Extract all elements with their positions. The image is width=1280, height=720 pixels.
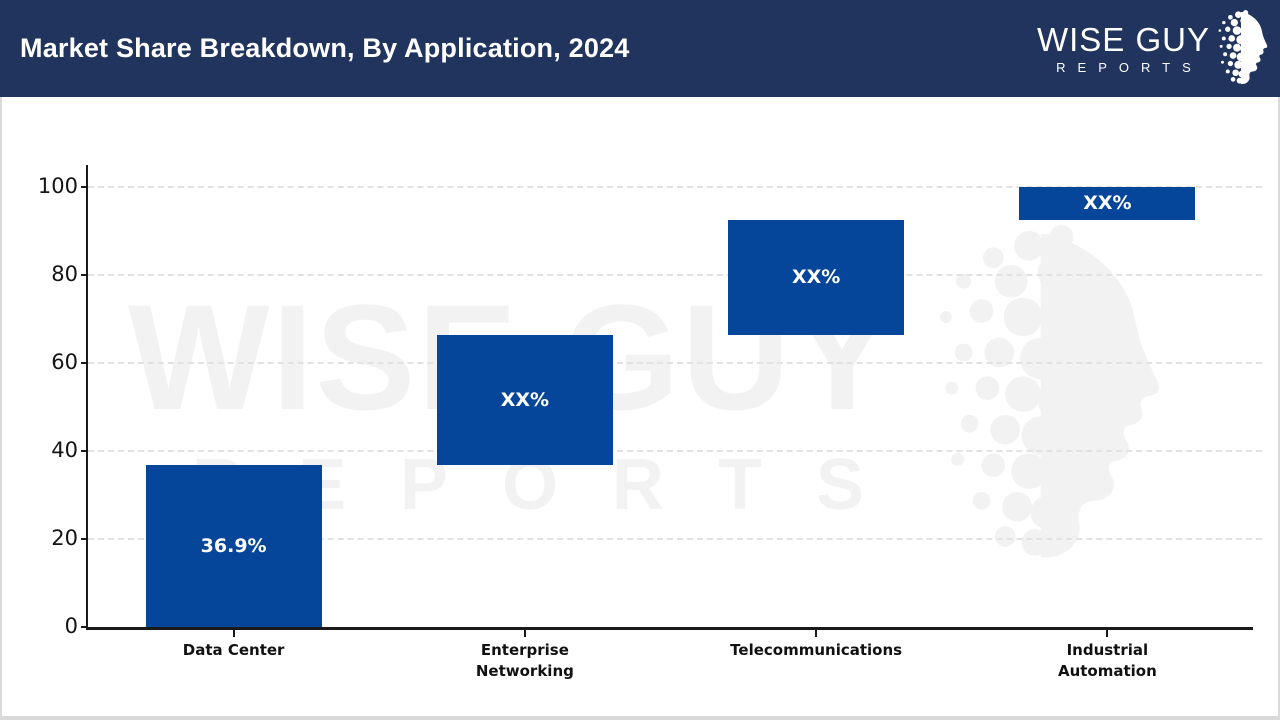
header-band: Market Share Breakdown, By Application, … [0,0,1280,97]
bar-segment [145,464,322,627]
bar-value-label: XX% [1083,192,1132,215]
bar-segment [728,219,905,335]
bar-value-label: 36.9% [200,534,267,557]
x-category-label: Enterprise Networking [475,641,574,680]
x-tick-mark [232,630,235,637]
x-tick-mark [523,630,526,637]
bar-value-label: XX% [791,266,841,289]
bar-value-label: XX% [500,388,550,411]
y-tick-label: 80 [51,262,78,286]
logo-wordmark: WISE GUY [1036,20,1210,58]
y-tick-mark [81,186,88,188]
x-tick-mark [1106,630,1109,637]
bar-segment [436,334,613,465]
x-category-label: Telecommunications [730,641,903,659]
chart-title: Market Share Breakdown, By Application, … [20,33,630,63]
x-category-label: Data Center [182,641,285,659]
y-tick-label: 100 [37,174,78,198]
y-tick-mark [81,362,88,364]
y-tick-label: 20 [51,526,78,550]
wise-guy-logo: WISE GUY REPORTS [1037,8,1270,90]
y-tick-label: 60 [51,350,78,374]
bar-segment [1019,187,1196,220]
y-gridline [88,274,1262,276]
y-tick-mark [81,538,88,540]
y-gridline [88,450,1262,452]
x-axis-line [86,627,1253,630]
logo-text: WISE GUY REPORTS [1036,20,1210,75]
y-gridline [88,362,1262,364]
logo-head-icon [1218,9,1268,84]
y-tick-mark [81,274,88,276]
y-axis-line [86,165,88,629]
y-tick-label: 0 [64,614,78,638]
y-gridline [88,186,1262,188]
x-category-label: Industrial Automation [1057,641,1157,680]
y-gridline [88,538,1262,540]
y-tick-mark [81,626,88,628]
y-tick-label: 40 [51,438,78,462]
logo-subtitle: REPORTS [1056,59,1203,75]
x-tick-mark [815,630,818,637]
y-tick-mark [81,450,88,452]
